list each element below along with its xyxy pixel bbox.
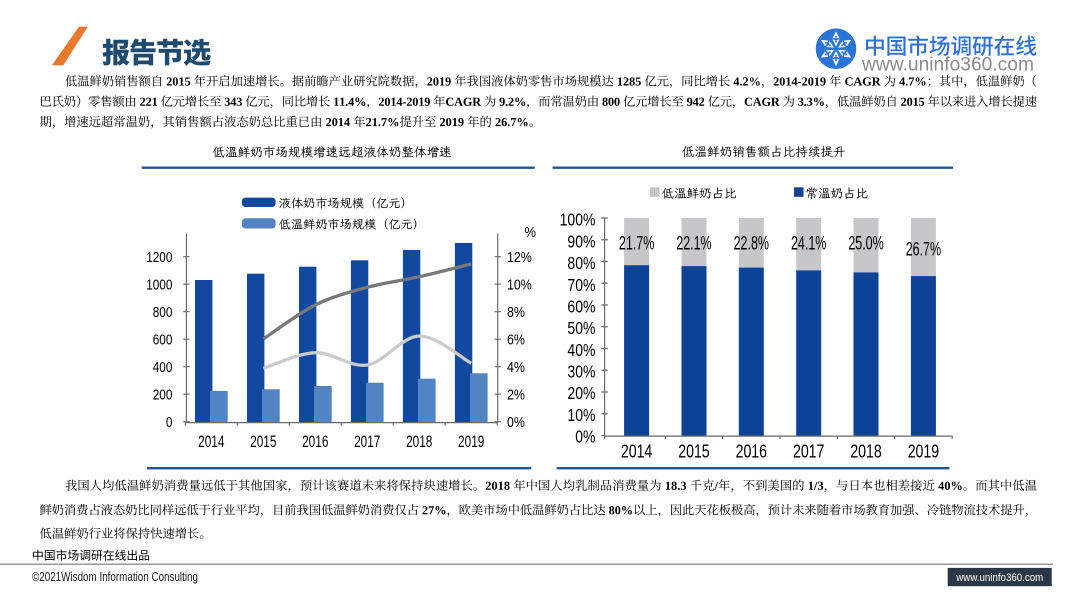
svg-text:22.8%: 22.8% bbox=[734, 233, 769, 255]
svg-text:26.7%: 26.7% bbox=[906, 238, 941, 260]
svg-text:4%: 4% bbox=[507, 359, 525, 376]
svg-text:2016: 2016 bbox=[302, 432, 328, 451]
svg-text:20%: 20% bbox=[567, 383, 595, 403]
svg-text:800: 800 bbox=[153, 304, 173, 321]
svg-text:2019: 2019 bbox=[458, 432, 484, 451]
svg-text:©2021Wisdom Information Consul: ©2021Wisdom Information Consulting bbox=[32, 570, 198, 584]
svg-text:2016: 2016 bbox=[736, 440, 767, 461]
svg-text:10%: 10% bbox=[507, 276, 532, 293]
svg-text:0%: 0% bbox=[575, 427, 595, 447]
svg-text:1200: 1200 bbox=[146, 249, 172, 266]
svg-text:2014: 2014 bbox=[198, 432, 224, 451]
svg-text:25.0%: 25.0% bbox=[848, 233, 883, 255]
svg-text:50%: 50% bbox=[567, 318, 595, 338]
svg-text:90%: 90% bbox=[567, 231, 595, 251]
svg-text:2015: 2015 bbox=[678, 440, 709, 461]
svg-text:80%: 80% bbox=[567, 253, 595, 273]
svg-text:2014: 2014 bbox=[621, 440, 652, 461]
svg-text:www.uninfo360.com: www.uninfo360.com bbox=[955, 572, 1043, 584]
svg-text:30%: 30% bbox=[567, 362, 595, 382]
svg-text:22.1%: 22.1% bbox=[676, 233, 711, 255]
svg-text:2%: 2% bbox=[507, 386, 525, 403]
svg-text:60%: 60% bbox=[567, 296, 595, 316]
svg-text:600: 600 bbox=[153, 332, 173, 349]
svg-text:100%: 100% bbox=[560, 210, 596, 230]
svg-text:2015: 2015 bbox=[250, 432, 276, 451]
svg-text:400: 400 bbox=[153, 359, 173, 376]
svg-text:40%: 40% bbox=[567, 340, 595, 360]
svg-text:2017: 2017 bbox=[793, 440, 824, 461]
svg-text:21.7%: 21.7% bbox=[619, 233, 654, 255]
svg-text:2019: 2019 bbox=[908, 440, 939, 461]
svg-text:2017: 2017 bbox=[354, 432, 380, 451]
svg-text:1000: 1000 bbox=[146, 277, 172, 294]
svg-text:0: 0 bbox=[166, 414, 173, 431]
svg-text:2018: 2018 bbox=[406, 432, 432, 451]
svg-text:8%: 8% bbox=[507, 304, 525, 321]
svg-text:200: 200 bbox=[153, 387, 173, 404]
svg-text:0%: 0% bbox=[507, 414, 525, 431]
svg-text:2018: 2018 bbox=[850, 440, 881, 461]
svg-text:10%: 10% bbox=[567, 405, 595, 425]
svg-text:www.uninfo360.com: www.uninfo360.com bbox=[861, 54, 1034, 75]
svg-text:6%: 6% bbox=[507, 331, 525, 348]
svg-text:24.1%: 24.1% bbox=[791, 233, 826, 255]
svg-text:12%: 12% bbox=[507, 249, 532, 266]
svg-text:%: % bbox=[525, 224, 537, 241]
svg-text:70%: 70% bbox=[567, 275, 595, 295]
